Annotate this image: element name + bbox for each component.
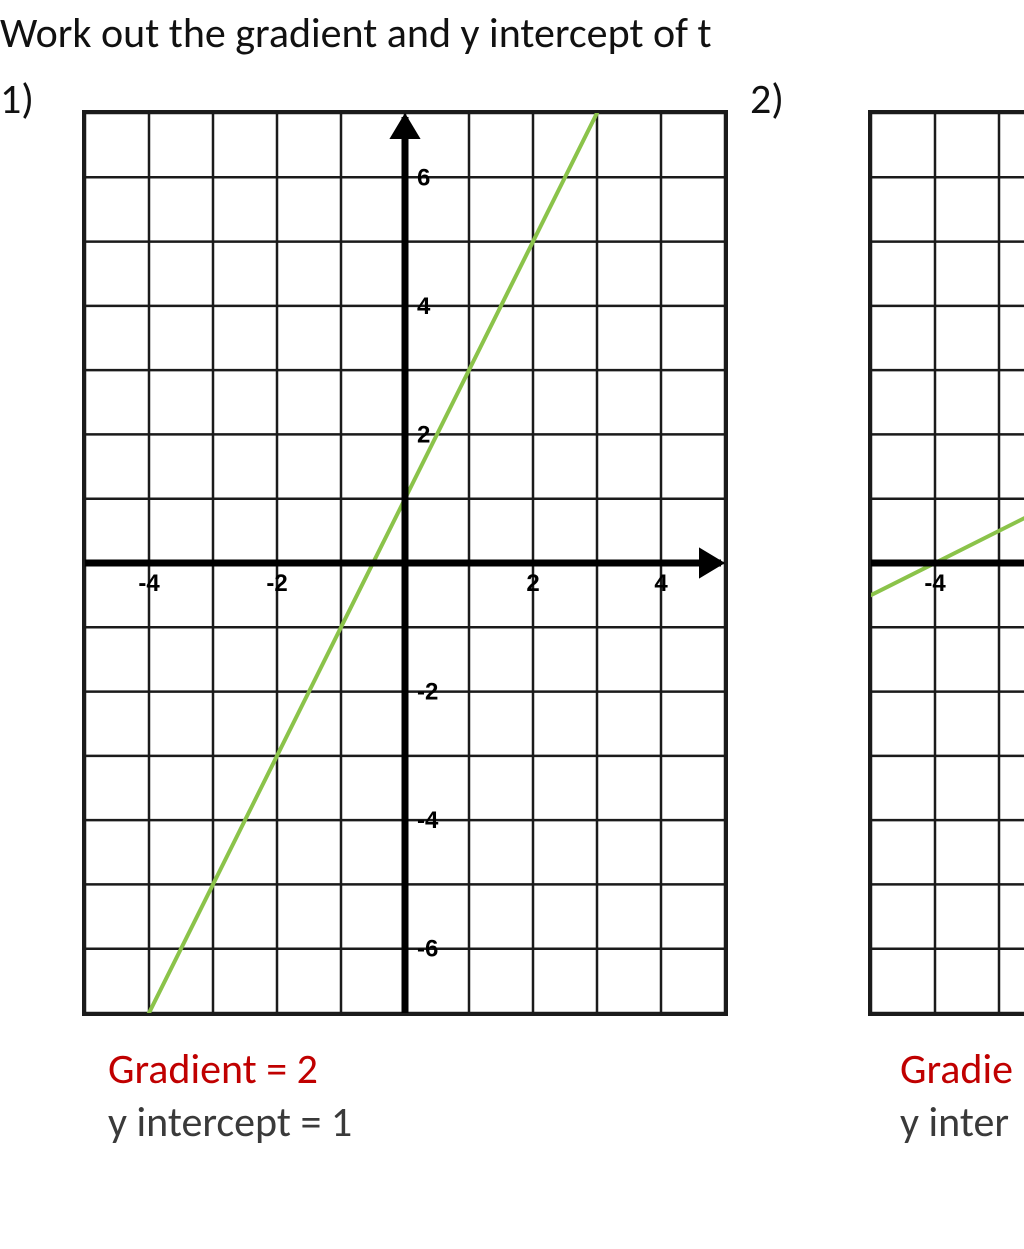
svg-text:-4: -4 <box>138 570 160 597</box>
page-title: Work out the gradient and y intercept of… <box>0 8 712 59</box>
graph-1-svg: -4 -2 2 4 6 4 2 -2 -4 -6 <box>85 113 725 1013</box>
svg-text:4: 4 <box>654 570 668 597</box>
answer-2: Gradie y inter <box>900 1044 1013 1149</box>
question-number-1: 1) <box>0 74 34 125</box>
answer-2-yintercept: y inter <box>900 1097 1013 1150</box>
answer-1-yintercept: y intercept = 1 <box>108 1097 352 1150</box>
svg-text:-2: -2 <box>266 570 287 597</box>
graph-1: -4 -2 2 4 6 4 2 -2 -4 -6 <box>82 110 728 1016</box>
svg-text:2: 2 <box>526 570 539 597</box>
answer-1-gradient: Gradient = 2 <box>108 1044 352 1097</box>
graph-2: -4-224642-2-4-6 <box>868 110 1024 1016</box>
svg-text:-2: -2 <box>417 679 438 706</box>
svg-text:-4: -4 <box>924 570 946 597</box>
svg-text:4: 4 <box>417 293 431 320</box>
answer-1: Gradient = 2 y intercept = 1 <box>108 1044 352 1149</box>
question-number-2: 2) <box>750 74 784 125</box>
worksheet-page: GE Work out the gradient and y intercept… <box>0 0 1024 1249</box>
svg-text:2: 2 <box>417 421 430 448</box>
graph-2-svg: -4-224642-2-4-6 <box>871 113 1024 1013</box>
answer-2-gradient: Gradie <box>900 1044 1013 1097</box>
svg-text:-4: -4 <box>417 807 439 834</box>
svg-text:6: 6 <box>417 164 430 191</box>
svg-text:-6: -6 <box>417 936 438 963</box>
